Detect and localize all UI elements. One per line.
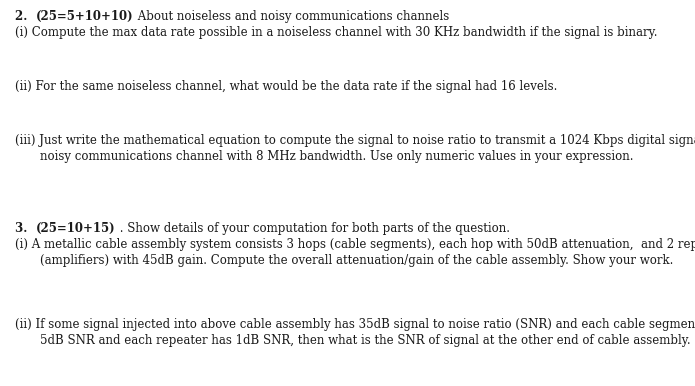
Text: noisy communications channel with 8 MHz bandwidth. Use only numeric values in yo: noisy communications channel with 8 MHz …	[40, 150, 634, 163]
Text: (i) A metallic cable assembly system consists 3 hops (cable segments), each hop : (i) A metallic cable assembly system con…	[15, 238, 695, 251]
Text: (amplifiers) with 45dB gain. Compute the overall attenuation/gain of the cable a: (amplifiers) with 45dB gain. Compute the…	[40, 254, 673, 267]
Text: (ii) For the same noiseless channel, what would be the data rate if the signal h: (ii) For the same noiseless channel, wha…	[15, 80, 557, 93]
Text: (25=10+15): (25=10+15)	[36, 222, 115, 235]
Text: 3.: 3.	[15, 222, 36, 235]
Text: . Show details of your computation for both parts of the question.: . Show details of your computation for b…	[115, 222, 509, 235]
Text: (i) Compute the max data rate possible in a noiseless channel with 30 KHz bandwi: (i) Compute the max data rate possible i…	[15, 26, 657, 39]
Text: (25=5+10+10): (25=5+10+10)	[36, 10, 133, 23]
Text: (iii) Just write the mathematical equation to compute the signal to noise ratio : (iii) Just write the mathematical equati…	[15, 134, 695, 147]
Text: 5dB SNR and each repeater has 1dB SNR, then what is the SNR of signal at the oth: 5dB SNR and each repeater has 1dB SNR, t…	[40, 334, 691, 347]
Text: 2.: 2.	[15, 10, 36, 23]
Text: (ii) If some signal injected into above cable assembly has 35dB signal to noise : (ii) If some signal injected into above …	[15, 318, 695, 331]
Text: About noiseless and noisy communications channels: About noiseless and noisy communications…	[133, 10, 449, 23]
